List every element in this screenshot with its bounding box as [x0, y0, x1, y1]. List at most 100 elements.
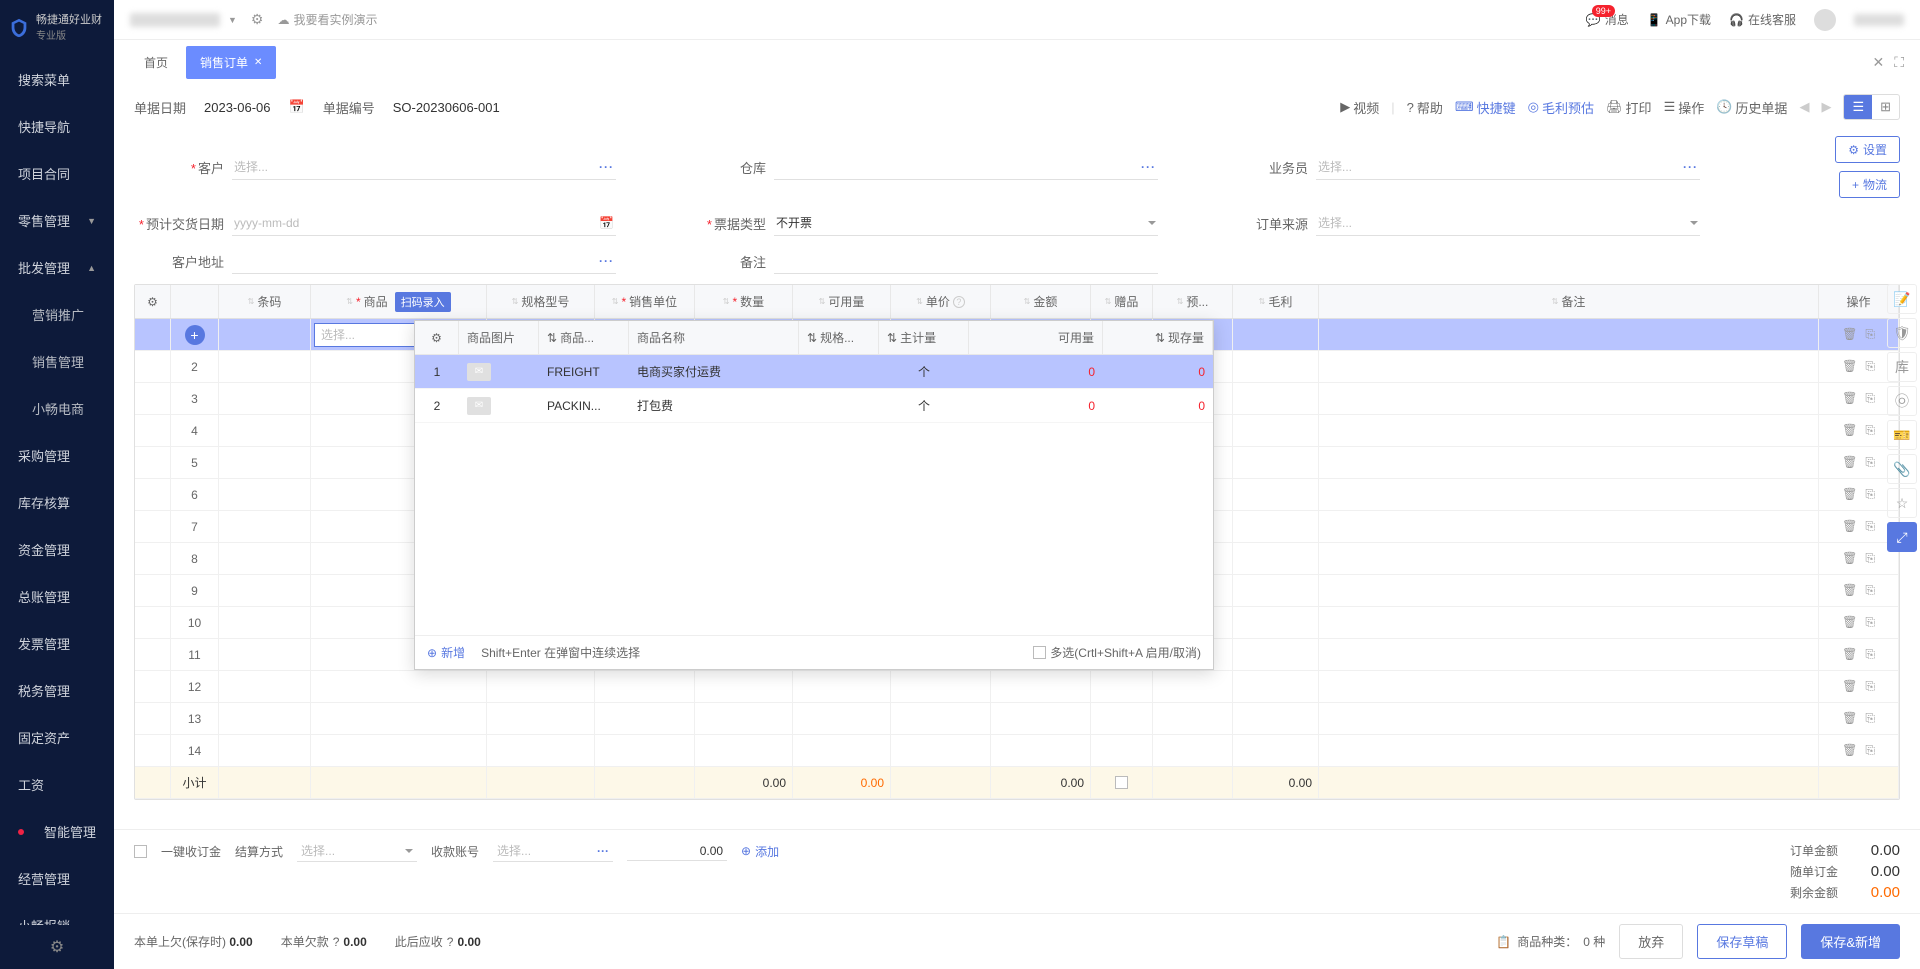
sidebar-item[interactable]: 小畅报销	[0, 902, 114, 925]
sidebar-item[interactable]: 经营管理	[0, 855, 114, 902]
popup-product-row[interactable]: 2✉PACKIN...打包费个00	[415, 389, 1213, 423]
sidebar-item[interactable]: 营销推广	[0, 291, 114, 338]
col-settings-icon[interactable]: ⚙	[135, 285, 171, 318]
delete-row-icon[interactable]: 🗑	[1842, 743, 1857, 758]
sidebar-item[interactable]: 批发管理▲	[0, 244, 114, 291]
settle-account-select[interactable]: 选择...···	[493, 840, 613, 862]
close-all-icon[interactable]: ✕	[1872, 54, 1884, 71]
help-icon[interactable]: ?	[953, 296, 965, 308]
action-help[interactable]: ?帮助	[1407, 98, 1443, 117]
save-new-button[interactable]: 保存&新增	[1801, 924, 1900, 959]
delivery-date-input[interactable]: yyyy-mm-dd📅	[232, 210, 616, 236]
rail-expand-icon[interactable]: ⤢	[1887, 522, 1917, 552]
sidebar-item[interactable]: 销售管理	[0, 338, 114, 385]
copy-row-icon[interactable]: ⎘	[1865, 391, 1875, 406]
user-avatar[interactable]	[1814, 9, 1836, 31]
copy-row-icon[interactable]: ⎘	[1865, 679, 1875, 694]
settle-amount-input[interactable]: 0.00	[627, 842, 727, 861]
rail-ticket-icon[interactable]: 🎫	[1887, 420, 1917, 450]
rail-yuan-icon[interactable]: ㉧	[1887, 386, 1917, 416]
rail-star-icon[interactable]: ☆	[1887, 488, 1917, 518]
save-draft-button[interactable]: 保存草稿	[1697, 924, 1787, 959]
demo-link[interactable]: ☁ 我要看实例演示	[277, 11, 377, 28]
online-service-link[interactable]: 🎧 在线客服	[1729, 11, 1796, 28]
delete-row-icon[interactable]: 🗑	[1842, 423, 1857, 438]
delete-row-icon[interactable]: 🗑	[1842, 359, 1857, 374]
delete-row-icon[interactable]: 🗑	[1842, 487, 1857, 502]
help-icon[interactable]: ?	[447, 935, 454, 949]
help-icon[interactable]: ?	[333, 935, 340, 949]
sidebar-item[interactable]: 采购管理	[0, 432, 114, 479]
action-operate[interactable]: ☰操作	[1664, 98, 1705, 117]
copy-row-icon[interactable]: ⎘	[1865, 423, 1875, 438]
sidebar-item[interactable]: 智能管理	[0, 808, 114, 855]
customer-select[interactable]: 选择...···	[232, 154, 616, 180]
multi-select-checkbox[interactable]	[1033, 646, 1046, 659]
settle-method-select[interactable]: 选择...	[297, 840, 417, 862]
customer-addr-input[interactable]: ···	[232, 248, 616, 274]
app-download-link[interactable]: 📱 App下载	[1647, 11, 1711, 28]
view-list-icon[interactable]: ☰	[1844, 95, 1872, 119]
sidebar-item[interactable]: 发票管理	[0, 620, 114, 667]
copy-row-icon[interactable]: ⎘	[1865, 615, 1875, 630]
table-row[interactable]: 12🗑⎘	[135, 671, 1899, 703]
popup-new-button[interactable]: ⊕新增	[427, 644, 465, 661]
action-history[interactable]: 🕓历史单据	[1716, 98, 1787, 117]
gear-icon[interactable]: ⚙	[251, 11, 264, 28]
copy-row-icon[interactable]: ⎘	[1865, 519, 1875, 534]
action-video[interactable]: ▶视频	[1340, 98, 1379, 117]
sidebar-item[interactable]: 资金管理	[0, 526, 114, 573]
sidebar-item[interactable]: 搜索菜单	[0, 56, 114, 103]
action-shortcut[interactable]: ⌨快捷键	[1455, 98, 1516, 117]
order-source-select[interactable]: 选择...	[1316, 210, 1700, 236]
sidebar-settings-icon[interactable]: ⚙	[0, 925, 114, 969]
sidebar-item[interactable]: 零售管理▼	[0, 197, 114, 244]
scan-input-button[interactable]: 扫码录入	[395, 292, 451, 312]
prev-icon[interactable]: ◀	[1799, 99, 1809, 115]
tab-sales-order[interactable]: 销售订单 ✕	[186, 46, 276, 79]
sidebar-item[interactable]: 项目合同	[0, 150, 114, 197]
sidebar-item[interactable]: 固定资产	[0, 714, 114, 761]
fullscreen-icon[interactable]: ⛶	[1894, 54, 1904, 71]
table-row[interactable]: 14🗑⎘	[135, 735, 1899, 767]
rail-note-icon[interactable]: 📝	[1887, 284, 1917, 314]
sidebar-item[interactable]: 小畅电商	[0, 385, 114, 432]
rail-shield-icon[interactable]: 🛡	[1887, 318, 1917, 348]
discard-button[interactable]: 放弃	[1619, 924, 1683, 959]
sidebar-item[interactable]: 库存核算	[0, 479, 114, 526]
tab-home[interactable]: 首页	[130, 46, 182, 79]
delete-row-icon[interactable]: 🗑	[1842, 583, 1857, 598]
delete-row-icon[interactable]: 🗑	[1842, 551, 1857, 566]
remark-input[interactable]	[774, 248, 1158, 274]
action-profit[interactable]: ◎毛利预估	[1528, 98, 1594, 117]
delete-row-icon[interactable]: 🗑	[1842, 711, 1857, 726]
delete-row-icon[interactable]: 🗑	[1842, 391, 1857, 406]
add-settle-button[interactable]: ⊕添加	[741, 843, 779, 860]
copy-row-icon[interactable]: ⎘	[1865, 583, 1875, 598]
next-icon[interactable]: ▶	[1821, 99, 1831, 115]
copy-row-icon[interactable]: ⎘	[1865, 487, 1875, 502]
delete-row-icon[interactable]: 🗑	[1842, 455, 1857, 470]
sidebar-item[interactable]: 快捷导航	[0, 103, 114, 150]
rail-box-icon[interactable]: 库	[1887, 352, 1917, 382]
rail-attach-icon[interactable]: 📎	[1887, 454, 1917, 484]
add-row-button[interactable]: +	[185, 325, 205, 345]
copy-row-icon[interactable]: ⎘	[1865, 455, 1875, 470]
copy-row-icon[interactable]: ⎘	[1865, 743, 1875, 758]
delete-row-icon[interactable]: 🗑	[1842, 647, 1857, 662]
delete-row-icon[interactable]: 🗑	[1842, 679, 1857, 694]
one-key-deposit-checkbox[interactable]	[134, 845, 147, 858]
action-print[interactable]: 🖨打印	[1606, 98, 1652, 117]
copy-row-icon[interactable]: ⎘	[1865, 711, 1875, 726]
copy-row-icon[interactable]: ⎘	[1865, 551, 1875, 566]
salesman-select[interactable]: 选择...···	[1316, 154, 1700, 180]
invoice-type-select[interactable]: 不开票	[774, 210, 1158, 236]
delete-row-icon[interactable]: 🗑	[1842, 519, 1857, 534]
sidebar-item[interactable]: 总账管理	[0, 573, 114, 620]
close-icon[interactable]: ✕	[254, 57, 262, 68]
warehouse-select[interactable]: ···	[774, 154, 1158, 180]
popup-gear-icon[interactable]: ⚙	[415, 321, 459, 354]
org-selector[interactable]: ▼	[130, 13, 237, 27]
calendar-icon[interactable]: 📅	[289, 99, 305, 115]
notifications[interactable]: 💬 消息 99+	[1586, 11, 1629, 28]
